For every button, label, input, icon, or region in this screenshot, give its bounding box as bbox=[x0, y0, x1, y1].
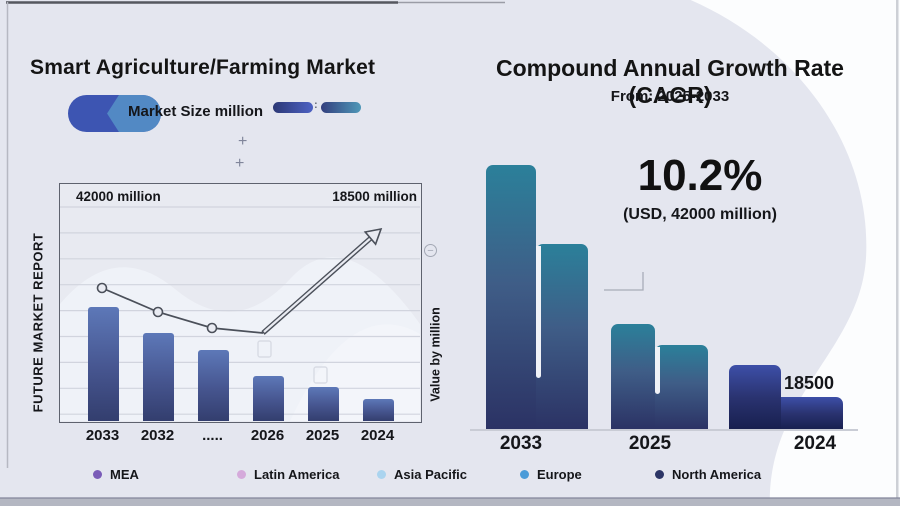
annotation-end-value: 18500 million bbox=[332, 189, 417, 204]
legend-item-mea: MEA bbox=[93, 464, 139, 484]
legend-dot-icon bbox=[237, 469, 246, 479]
capsule-highlight bbox=[107, 95, 161, 132]
cagr-note: (USD, 42000 million) bbox=[623, 206, 777, 223]
future-market-report-watermark: FUTURE MARKET REPORT bbox=[30, 232, 46, 413]
market-size-chart: 42000 million 18500 million bbox=[59, 183, 422, 423]
right-x-label: 2024 bbox=[793, 433, 837, 454]
left-x-label: ..... bbox=[202, 427, 223, 444]
cagr-bar-2025-secondary bbox=[655, 345, 708, 430]
cagr-bar-2033-primary bbox=[486, 165, 536, 430]
legend-dot-icon bbox=[655, 469, 664, 479]
cagr-bar-2025-primary bbox=[611, 324, 655, 430]
legend-item-label: North America bbox=[672, 466, 762, 482]
ratio-pill-right bbox=[321, 102, 361, 113]
left-x-axis-labels: 2033 2032..... 2026 2025 2024 bbox=[59, 427, 422, 447]
left-x-label: 2024 bbox=[360, 427, 395, 444]
region-legend: MEA Latin America Asia Pacific Europe North … bbox=[0, 464, 900, 488]
market-size-bar-2025 bbox=[308, 387, 339, 421]
legend-item-label: Europe bbox=[537, 466, 582, 482]
market-size-bar-2032 bbox=[143, 333, 174, 421]
legend-dot-icon bbox=[93, 469, 102, 479]
trend-line-arrow bbox=[96, 227, 383, 335]
left-x-label: 2033 bbox=[85, 427, 120, 444]
market-size-bar-2026 bbox=[253, 376, 284, 421]
bar-separator-gap bbox=[536, 246, 541, 378]
legend-item-label: Asia Pacific bbox=[394, 466, 467, 482]
right-x-label: 2033 bbox=[499, 433, 543, 454]
annotation-max-value: 42000 million bbox=[76, 189, 161, 204]
right-chart-baseline bbox=[470, 429, 858, 431]
left-x-label: 2025 bbox=[305, 427, 340, 444]
cagr-value: 10.2% bbox=[637, 151, 763, 200]
legend-dot-icon bbox=[520, 469, 529, 479]
plus-decoration-1: + bbox=[238, 133, 248, 150]
market-size-capsule-icon bbox=[68, 95, 161, 132]
cagr-bar-2033-secondary bbox=[536, 244, 588, 430]
market-size-legend-label: Market Size million bbox=[128, 103, 264, 120]
left-x-label: 2026 bbox=[250, 427, 285, 444]
minus-circle-icon: − bbox=[424, 244, 437, 257]
bar-value-label: 18500 bbox=[784, 373, 835, 393]
left-chart-title: Smart Agriculture/Farming Market bbox=[30, 56, 376, 79]
bar-separator-gap bbox=[655, 347, 660, 394]
legend-item-latin-america: Latin America bbox=[237, 464, 340, 484]
right-x-label: 2025 bbox=[628, 433, 672, 454]
left-x-label: 2032 bbox=[140, 427, 175, 444]
legend-item-label: MEA bbox=[110, 466, 139, 482]
value-by-million-axis-label: Value by million bbox=[428, 307, 443, 402]
cagr-bar-2024-secondary bbox=[781, 397, 843, 430]
plus-decoration-2: + bbox=[235, 155, 245, 172]
legend-item-north-america: North America bbox=[655, 464, 761, 484]
legend-item-label: Latin America bbox=[254, 466, 340, 482]
ratio-separator: : bbox=[314, 99, 318, 111]
market-size-bar-2024 bbox=[363, 399, 394, 421]
legend-dot-icon bbox=[377, 469, 386, 479]
cagr-title: Compound Annual Growth Rate (CAGR) bbox=[496, 55, 844, 108]
legend-item-asia-pacific: Asia Pacific bbox=[377, 464, 467, 484]
left-bars-container bbox=[60, 184, 421, 422]
cagr-bar-2024-primary bbox=[729, 365, 781, 430]
market-size-bar-..... bbox=[198, 350, 229, 421]
legend-item-europe: Europe bbox=[520, 464, 582, 484]
market-size-bar-2033 bbox=[88, 307, 119, 421]
ratio-pill-left bbox=[273, 102, 313, 113]
cagr-subtitle: From: 2025-2033 bbox=[610, 88, 730, 105]
